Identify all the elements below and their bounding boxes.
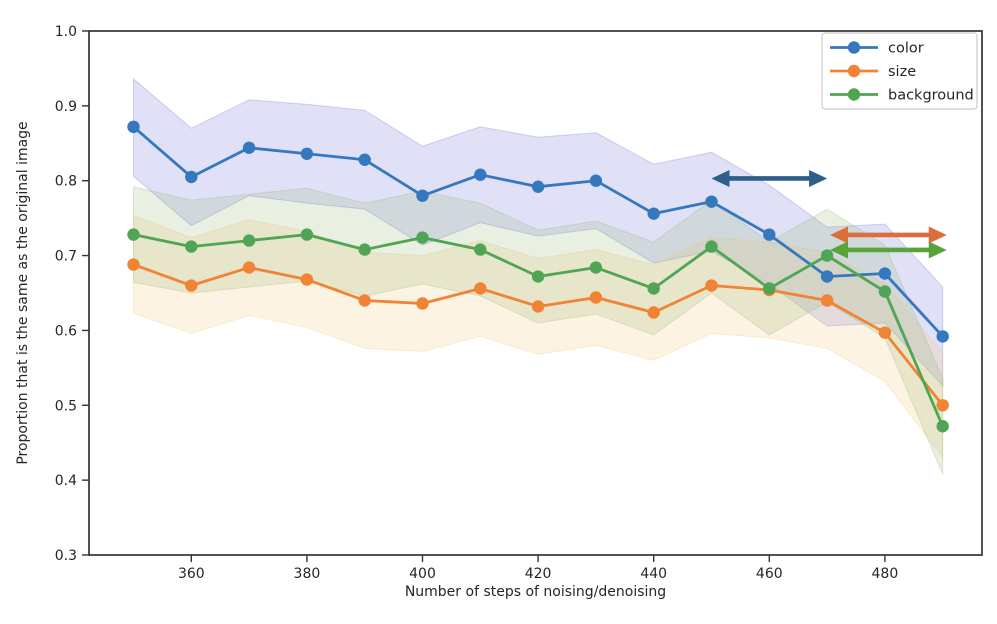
series-marker-background bbox=[820, 249, 834, 262]
series-marker-color bbox=[242, 141, 256, 154]
x-tick-label: 380 bbox=[294, 566, 321, 582]
legend-entry-label-size: size bbox=[888, 64, 916, 80]
legend-entry-label-color: color bbox=[888, 41, 924, 57]
confidence-band-size bbox=[133, 215, 944, 460]
series-marker-background bbox=[127, 228, 140, 241]
series-marker-size bbox=[416, 297, 429, 310]
series-marker-background bbox=[300, 228, 314, 241]
series-marker-color bbox=[647, 207, 660, 220]
series-marker-size bbox=[531, 300, 545, 313]
series-marker-color bbox=[936, 330, 949, 343]
range-arrow-head-right-color bbox=[809, 169, 828, 187]
series-marker-background bbox=[647, 282, 660, 295]
series-marker-color bbox=[474, 168, 487, 181]
y-tick-label: 1.0 bbox=[55, 24, 77, 40]
series-marker-size bbox=[589, 291, 603, 304]
series-marker-color bbox=[531, 180, 545, 193]
y-tick-label: 0.7 bbox=[55, 249, 77, 265]
legend-marker-color bbox=[847, 41, 861, 54]
y-tick-label: 0.3 bbox=[55, 548, 77, 564]
range-arrow-head-left-size bbox=[829, 226, 848, 244]
series-marker-color bbox=[127, 120, 140, 134]
plot-area-border bbox=[88, 30, 983, 556]
range-arrow-head-left-color bbox=[711, 169, 730, 187]
series-marker-size bbox=[242, 261, 256, 274]
y-axis-label: Proportion that is the same as the origi… bbox=[15, 121, 31, 464]
series-marker-size bbox=[705, 279, 718, 292]
series-marker-background bbox=[936, 420, 949, 433]
series-marker-color bbox=[878, 267, 892, 280]
legend-marker-background bbox=[847, 88, 861, 101]
series-marker-size bbox=[936, 399, 949, 412]
y-tick-label: 0.8 bbox=[55, 174, 77, 190]
series-marker-background bbox=[531, 270, 545, 283]
series-marker-color bbox=[763, 228, 776, 241]
legend-box bbox=[821, 32, 978, 110]
series-marker-size bbox=[820, 294, 834, 307]
x-axis-label: Number of steps of noising/denoising bbox=[405, 584, 666, 600]
x-tick-label: 480 bbox=[872, 566, 899, 582]
x-tick-label: 460 bbox=[756, 566, 783, 582]
series-marker-background bbox=[242, 234, 256, 247]
series-marker-size bbox=[185, 279, 198, 292]
series-marker-size bbox=[127, 258, 140, 271]
x-tick-label: 360 bbox=[178, 566, 205, 582]
series-marker-background bbox=[358, 243, 371, 256]
series-marker-background bbox=[416, 231, 429, 244]
series-marker-background bbox=[474, 243, 487, 256]
series-marker-color bbox=[358, 153, 371, 166]
series-marker-color bbox=[705, 195, 718, 208]
x-tick-label: 400 bbox=[409, 566, 436, 582]
series-marker-size bbox=[474, 282, 487, 295]
range-arrow-head-right-size bbox=[928, 226, 947, 244]
series-marker-background bbox=[185, 240, 198, 253]
x-tick-label: 420 bbox=[525, 566, 552, 582]
legend-entry-label-background: background bbox=[888, 88, 974, 104]
legend-marker-size bbox=[847, 64, 861, 78]
series-marker-size bbox=[647, 306, 660, 319]
series-marker-size bbox=[358, 294, 371, 307]
series-marker-color bbox=[820, 270, 834, 283]
y-tick-label: 0.6 bbox=[55, 323, 77, 339]
series-marker-background bbox=[763, 282, 776, 295]
series-marker-color bbox=[185, 170, 198, 184]
range-arrow-head-left-background bbox=[829, 241, 848, 259]
x-tick-label: 440 bbox=[640, 566, 667, 582]
series-marker-size bbox=[878, 326, 892, 339]
series-marker-color bbox=[589, 174, 603, 187]
y-tick-label: 0.5 bbox=[55, 398, 77, 414]
series-marker-background bbox=[589, 261, 603, 274]
range-arrow-head-right-background bbox=[928, 241, 947, 259]
series-marker-background bbox=[705, 240, 718, 253]
series-marker-size bbox=[300, 273, 314, 286]
series-marker-background bbox=[878, 285, 892, 298]
y-tick-label: 0.4 bbox=[55, 473, 77, 489]
series-marker-color bbox=[416, 189, 429, 202]
y-tick-label: 0.9 bbox=[55, 99, 77, 115]
series-marker-color bbox=[300, 147, 314, 160]
